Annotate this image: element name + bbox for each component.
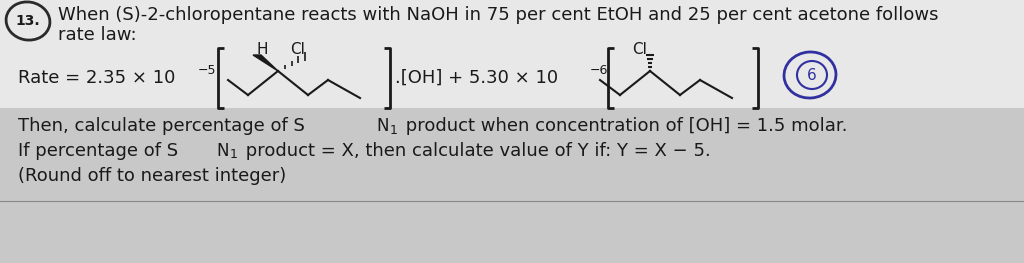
Text: Cl: Cl xyxy=(291,43,305,58)
Text: N: N xyxy=(216,142,228,160)
Text: −6: −6 xyxy=(590,63,608,77)
Text: 6: 6 xyxy=(807,68,817,83)
Text: (Round off to nearest integer): (Round off to nearest integer) xyxy=(18,167,287,185)
Text: N: N xyxy=(376,117,388,135)
Text: rate law:: rate law: xyxy=(58,26,136,44)
Text: product when concentration of [OH] = 1.5 molar.: product when concentration of [OH] = 1.5… xyxy=(400,117,848,135)
Text: If percentage of S: If percentage of S xyxy=(18,142,178,160)
Text: Rate = 2.35 × 10: Rate = 2.35 × 10 xyxy=(18,69,175,87)
Text: Then, calculate percentage of S: Then, calculate percentage of S xyxy=(18,117,305,135)
Text: H: H xyxy=(256,43,267,58)
Polygon shape xyxy=(253,55,278,71)
Text: Cl: Cl xyxy=(633,43,647,58)
FancyBboxPatch shape xyxy=(0,108,1024,263)
Text: 1: 1 xyxy=(230,149,238,161)
Text: .[OH] + 5.30 × 10: .[OH] + 5.30 × 10 xyxy=(395,69,558,87)
Text: −5: −5 xyxy=(198,63,216,77)
Text: When (S)-2-chloropentane reacts with NaOH in 75 per cent EtOH and 25 per cent ac: When (S)-2-chloropentane reacts with NaO… xyxy=(58,6,939,24)
Text: 13.: 13. xyxy=(15,14,40,28)
Text: product = X, then calculate value of Y if: Y = X − 5.: product = X, then calculate value of Y i… xyxy=(240,142,711,160)
Text: 1: 1 xyxy=(390,124,398,136)
